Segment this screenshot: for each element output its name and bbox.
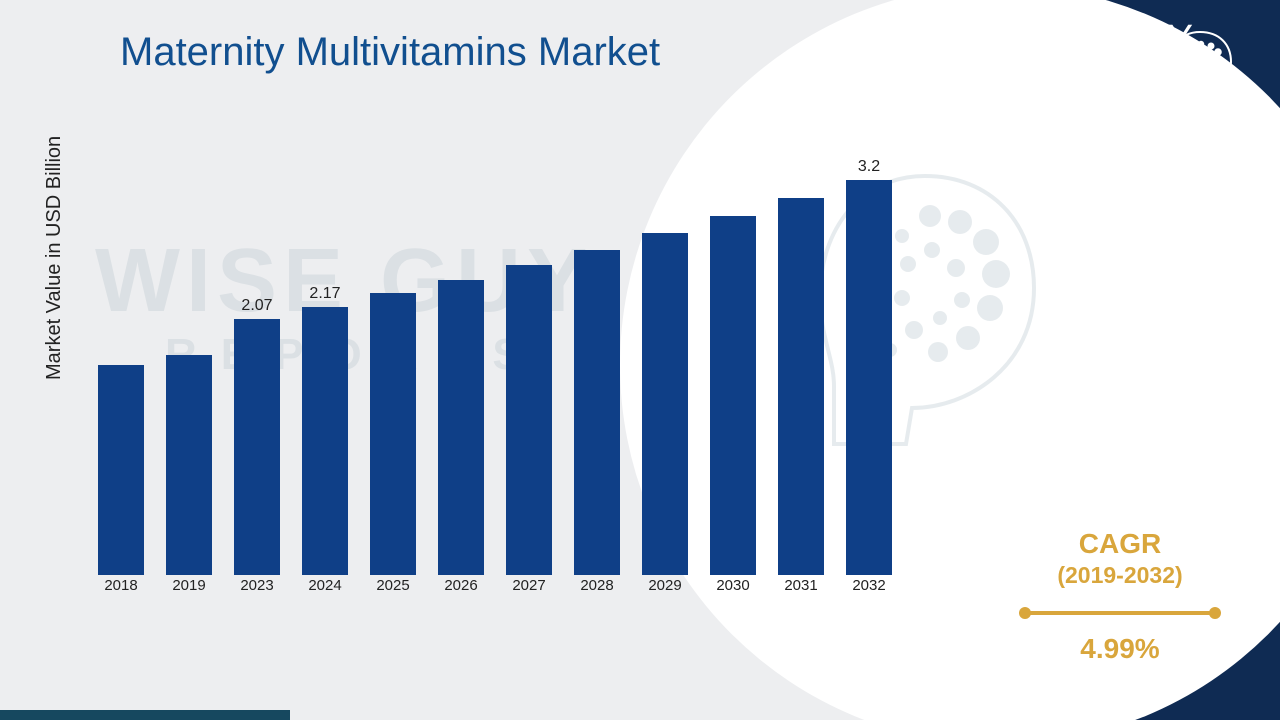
chart-title: Maternity Multivitamins Market [120,30,660,75]
bar-2024: 2.17 [302,307,348,575]
brand-logo: WISE GUY REPORTS [975,20,1235,115]
bar-2026 [438,280,484,575]
bar-2032: 3.2 [846,180,892,575]
x-tick-label: 2028 [563,577,631,594]
bar-value-label: 3.2 [846,158,892,176]
x-tick-label: 2030 [699,577,767,594]
x-tick-label: 2032 [835,577,903,594]
bottom-accent-strip [0,710,290,720]
bar-2025 [370,293,416,575]
bar-2030 [710,216,756,575]
x-tick-label: 2024 [291,577,359,594]
head-dots-icon [1165,30,1235,108]
x-tick-label: 2023 [223,577,291,594]
bar-value-label: 2.17 [302,285,348,303]
cagr-divider [1025,611,1215,615]
x-tick-label: 2025 [359,577,427,594]
x-tick-label: 2029 [631,577,699,594]
plot-area: 2.07 2.17 3.2 [90,155,915,575]
x-tick-label: 2026 [427,577,495,594]
bar-2028 [574,250,620,575]
bar-2023: 2.07 [234,319,280,575]
x-tick-label: 2027 [495,577,563,594]
x-tick-label: 2019 [155,577,223,594]
bar-2019 [166,355,212,575]
x-axis-labels: 2018201920232024202520262027202820292030… [90,577,915,599]
x-tick-label: 2018 [87,577,155,594]
bar-2027 [506,265,552,575]
market-infographic: Maternity Multivitamins Market WISE GUY … [0,0,1280,720]
cagr-range: (2019-2032) [1015,562,1225,589]
bar-2029 [642,233,688,575]
bar-2031 [778,198,824,575]
cagr-title: CAGR [1015,528,1225,560]
bar-chart: Market Value in USD Billion 2.072.173.2 … [55,155,915,600]
cagr-callout: CAGR (2019-2032) 4.99% [1015,528,1225,665]
bar-2018 [98,365,144,575]
x-tick-label: 2031 [767,577,835,594]
y-axis-label: Market Value in USD Billion [43,136,66,380]
bar-value-label: 2.07 [234,297,280,315]
cagr-value: 4.99% [1015,633,1225,665]
